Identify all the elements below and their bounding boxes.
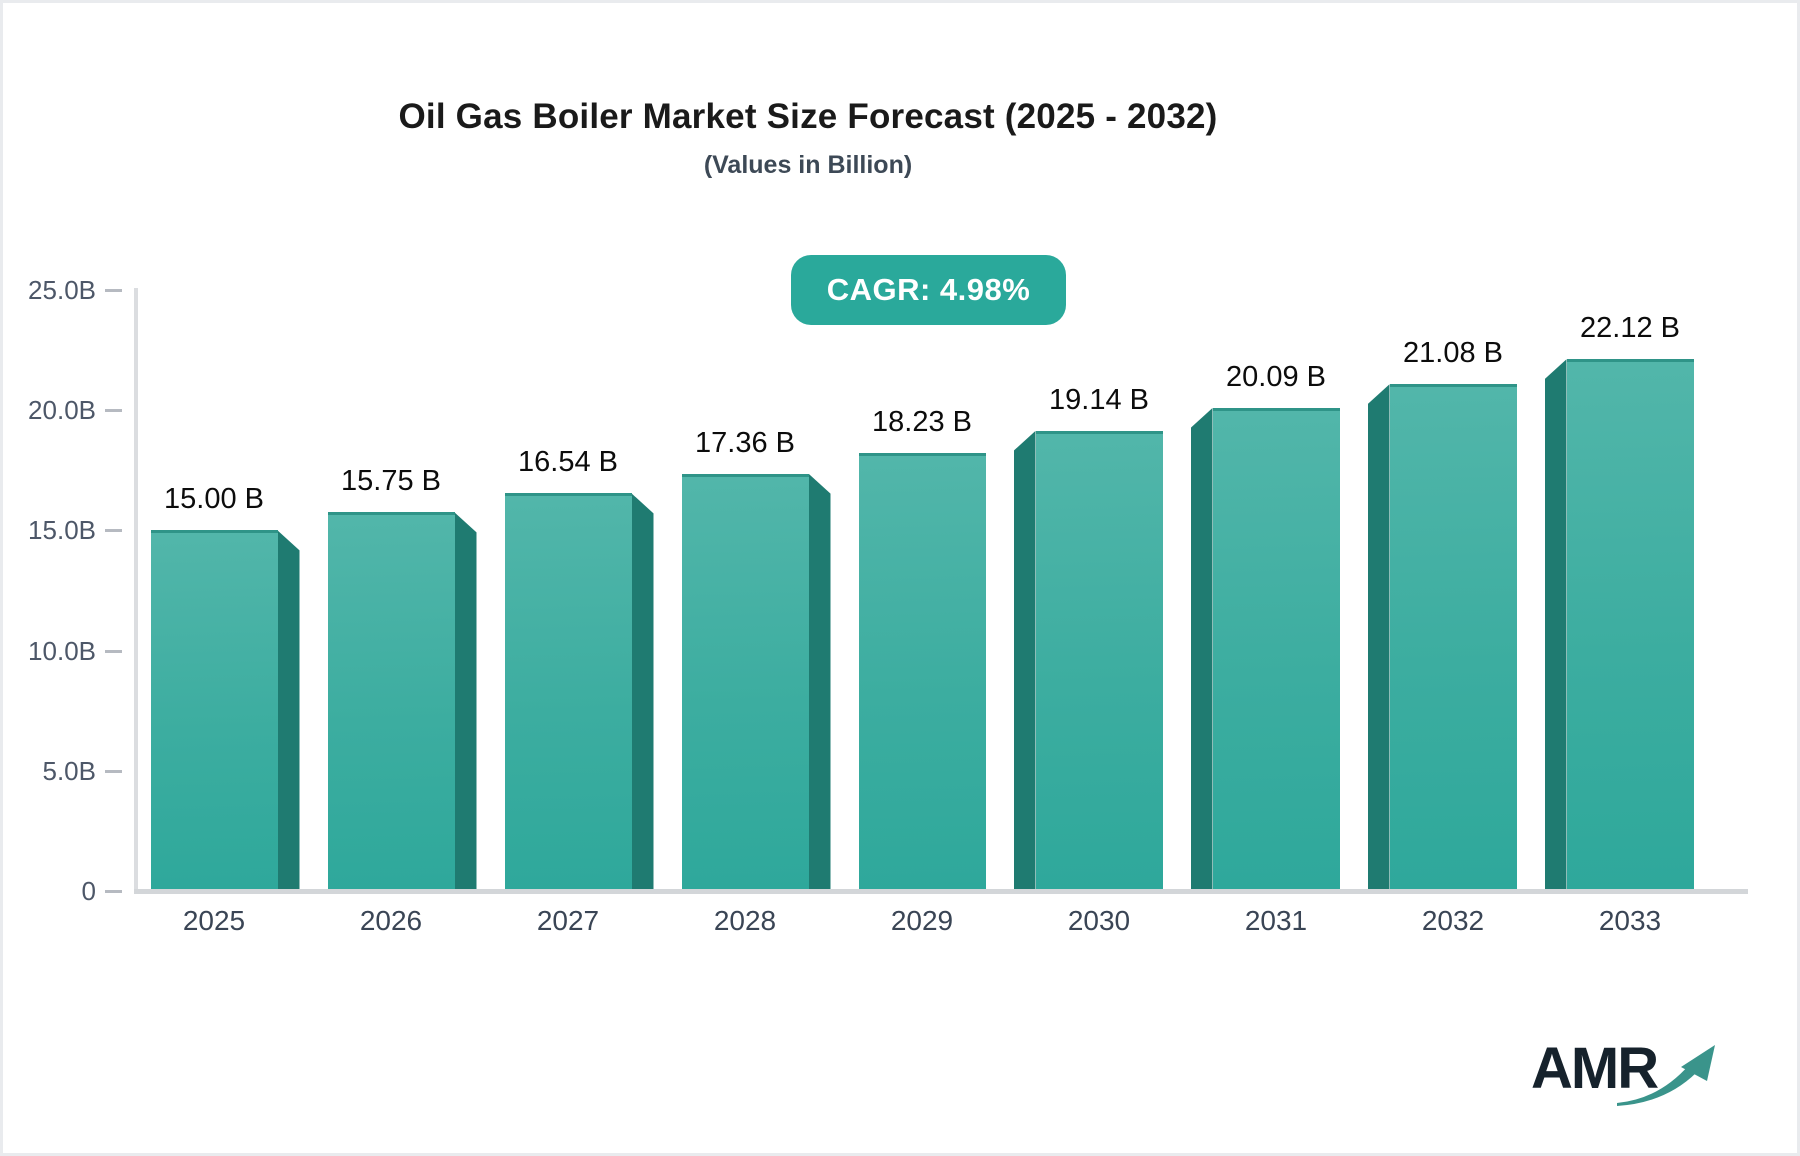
bar-value-label: 22.12 B (1580, 312, 1680, 345)
y-axis-label: 20.0B (28, 395, 96, 426)
chart-title: Oil Gas Boiler Market Size Forecast (202… (398, 97, 1218, 136)
x-axis-label: 2032 (1421, 905, 1485, 936)
bar-side-face (808, 473, 831, 891)
x-axis-label: 2028 (713, 905, 777, 936)
bar-value-label: 15.75 B (341, 465, 441, 498)
growth-arrow-icon (1617, 1045, 1715, 1106)
chart-subtitle: (Values in Billion) (703, 151, 913, 179)
bar-value-label: 19.14 B (1049, 383, 1149, 416)
y-axis-label: 0 (81, 876, 96, 906)
x-axis-label: 2033 (1598, 905, 1662, 936)
bar-value-label: 15.00 B (164, 483, 264, 516)
bar-2029 (858, 452, 986, 891)
bar-2030 (1035, 430, 1163, 891)
x-axis-label: 2026 (359, 905, 423, 936)
y-axis-tick (105, 289, 122, 292)
bar-side-face (277, 530, 300, 891)
cagr-badge: CAGR: 4.98% (791, 255, 1066, 325)
amr-logo: AMR (1531, 1035, 1791, 1125)
x-axis-label: 2031 (1244, 905, 1308, 936)
bar-side-face (454, 512, 477, 891)
x-axis-line (134, 889, 1748, 894)
amr-logo-text: AMR (1531, 1036, 1659, 1101)
y-axis-tick (105, 529, 122, 533)
y-axis-line (134, 288, 138, 891)
bar-value-label: 17.36 B (695, 426, 795, 459)
bar-2033 (1566, 359, 1694, 891)
bar-2026 (327, 512, 455, 891)
bar-value-label: 16.54 B (518, 446, 618, 479)
y-axis-label: 15.0B (28, 515, 96, 546)
bar-2032 (1389, 384, 1517, 891)
bar-2031 (1212, 408, 1340, 891)
bar-value-label: 20.09 B (1226, 361, 1326, 394)
x-axis-label: 2027 (536, 905, 600, 936)
y-axis-tick (105, 769, 122, 773)
x-axis-label: 2030 (1067, 905, 1131, 936)
bar-side-face (1013, 430, 1036, 891)
y-axis-label: 5.0B (42, 755, 97, 786)
bar-value-label: 21.08 B (1403, 337, 1503, 370)
bar-side-face (1190, 408, 1213, 891)
y-axis-tick (105, 890, 122, 893)
y-axis-label: 10.0B (28, 635, 96, 666)
y-axis-tick (105, 409, 122, 413)
bar-2028 (681, 473, 809, 891)
x-axis-label: 2029 (890, 905, 954, 936)
bar-chart: 25.0B 20.0B 15.0B 10.0B 5.0B 0 15.00 B 2025 15.7… (3, 3, 1797, 1153)
bar-2025 (150, 530, 278, 891)
x-axis-label: 2025 (182, 905, 246, 936)
bar-side-face (631, 493, 654, 891)
bar-value-label: 18.23 B (872, 405, 972, 438)
bar-2027 (504, 493, 632, 891)
y-axis-tick (105, 649, 122, 653)
bar-side-face (1544, 359, 1567, 891)
bar-side-face (1367, 384, 1390, 891)
y-axis-label: 25.0B (28, 275, 96, 305)
